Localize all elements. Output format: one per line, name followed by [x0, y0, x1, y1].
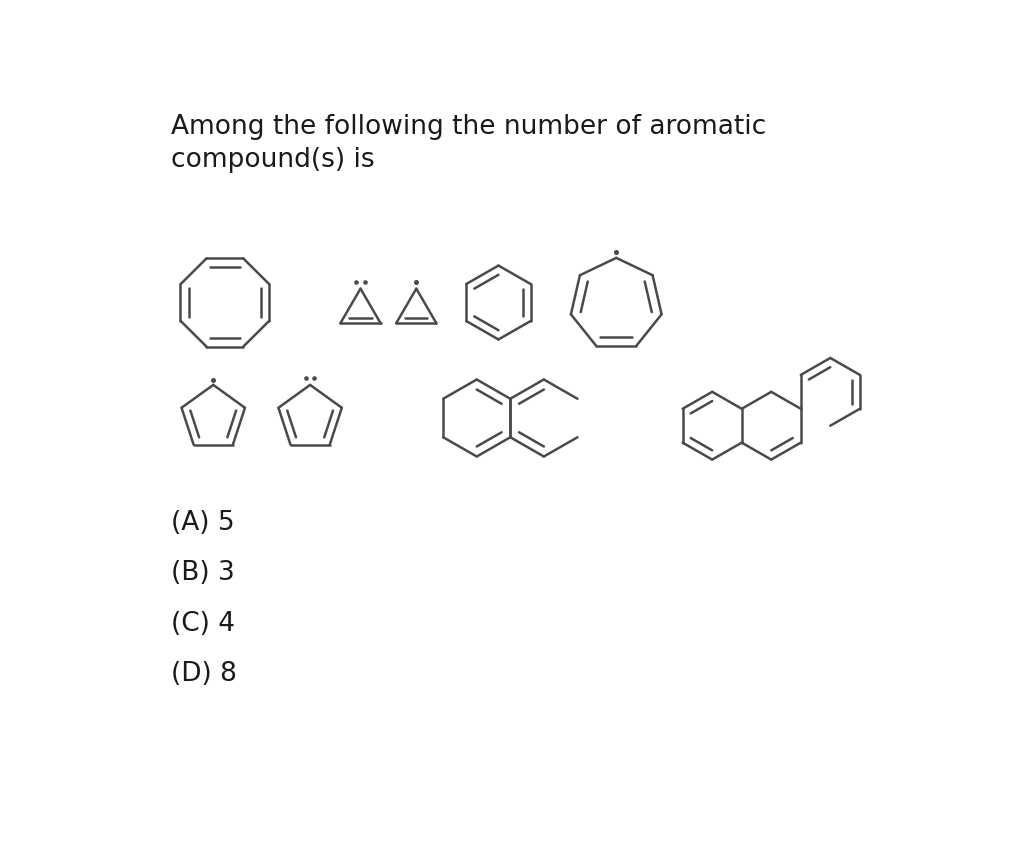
Text: Among the following the number of aromatic
compound(s) is: Among the following the number of aromat… [171, 114, 766, 173]
Text: (B) 3: (B) 3 [171, 560, 234, 587]
Text: (A) 5: (A) 5 [171, 510, 234, 536]
Text: (C) 4: (C) 4 [171, 611, 234, 637]
Text: (D) 8: (D) 8 [171, 661, 237, 686]
